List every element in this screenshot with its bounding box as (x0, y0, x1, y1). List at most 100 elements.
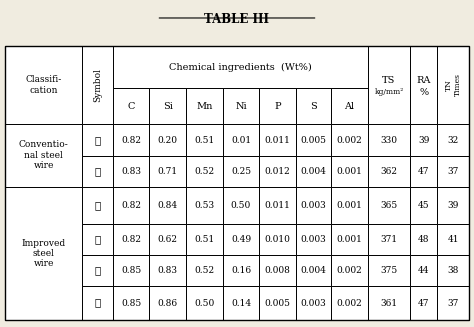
Text: 0.012: 0.012 (264, 167, 291, 176)
Text: 0.002: 0.002 (337, 136, 363, 145)
Text: 39: 39 (418, 136, 429, 145)
Bar (186, 88, 223, 124)
Text: 0.001: 0.001 (337, 167, 363, 176)
Bar (223, 285, 259, 320)
Text: 0.53: 0.53 (194, 201, 214, 210)
Text: TN
Times: TN Times (445, 74, 462, 96)
Bar (223, 255, 259, 285)
Bar (296, 88, 331, 124)
Text: 0.003: 0.003 (301, 235, 327, 244)
Text: 0.52: 0.52 (194, 167, 214, 176)
Bar (113, 124, 149, 157)
Bar (186, 124, 223, 157)
Bar (223, 157, 259, 187)
Bar (149, 255, 186, 285)
Bar (82, 224, 113, 255)
Text: 0.71: 0.71 (158, 167, 178, 176)
Bar (259, 157, 296, 187)
Bar (223, 187, 259, 224)
Bar (82, 124, 113, 157)
Text: Ⓒ: Ⓒ (94, 201, 101, 210)
Bar (368, 157, 410, 187)
Text: 41: 41 (447, 235, 459, 244)
Text: TS: TS (383, 76, 396, 84)
Bar (5, 124, 82, 187)
Bar (259, 88, 296, 124)
Text: 330: 330 (381, 136, 398, 145)
Text: 0.002: 0.002 (337, 299, 363, 307)
Text: 0.16: 0.16 (231, 266, 251, 275)
Bar (331, 224, 368, 255)
Text: RA: RA (417, 76, 431, 84)
Text: Conventio-
nal steel
wire: Conventio- nal steel wire (18, 141, 68, 170)
Text: 44: 44 (418, 266, 429, 275)
Text: Improved
steel
wire: Improved steel wire (21, 239, 66, 268)
Bar (437, 224, 469, 255)
Text: Ⓐ: Ⓐ (94, 136, 101, 145)
Text: 0.83: 0.83 (121, 167, 141, 176)
Bar (296, 255, 331, 285)
Bar (259, 224, 296, 255)
Bar (186, 255, 223, 285)
Text: 0.003: 0.003 (301, 201, 327, 210)
Bar (296, 157, 331, 187)
Text: 47: 47 (418, 167, 429, 176)
Bar (82, 285, 113, 320)
Bar (149, 157, 186, 187)
Bar (368, 224, 410, 255)
Bar (186, 187, 223, 224)
Bar (410, 124, 437, 157)
Text: Mn: Mn (196, 102, 212, 111)
Text: 0.51: 0.51 (194, 235, 214, 244)
Bar (368, 255, 410, 285)
Text: Classifi-
cation: Classifi- cation (26, 75, 62, 95)
Text: %: % (419, 88, 428, 96)
Bar (331, 187, 368, 224)
Bar (5, 46, 469, 320)
Text: 48: 48 (418, 235, 429, 244)
Bar (82, 157, 113, 187)
Text: 0.82: 0.82 (121, 136, 141, 145)
Bar (149, 187, 186, 224)
Text: TABLE III: TABLE III (204, 13, 270, 26)
Bar (186, 285, 223, 320)
Bar (331, 157, 368, 187)
Bar (331, 88, 368, 124)
Text: 0.82: 0.82 (121, 235, 141, 244)
Text: 0.51: 0.51 (194, 136, 214, 145)
Text: 0.004: 0.004 (301, 167, 327, 176)
Text: Ⓑ: Ⓑ (94, 167, 101, 176)
Bar (82, 187, 113, 224)
Bar (437, 285, 469, 320)
Bar (368, 46, 410, 124)
Text: Al: Al (345, 102, 355, 111)
Text: 0.001: 0.001 (337, 235, 363, 244)
Text: 362: 362 (381, 167, 398, 176)
Bar (437, 157, 469, 187)
Text: 0.001: 0.001 (337, 201, 363, 210)
Text: 39: 39 (447, 201, 459, 210)
Text: 0.011: 0.011 (264, 201, 291, 210)
Text: 0.52: 0.52 (194, 266, 214, 275)
Text: 0.82: 0.82 (121, 201, 141, 210)
Bar (368, 124, 410, 157)
Bar (437, 46, 469, 124)
Bar (259, 124, 296, 157)
Text: 38: 38 (447, 266, 459, 275)
Text: Si: Si (163, 102, 173, 111)
Bar (82, 255, 113, 285)
Text: kg/mm²: kg/mm² (374, 88, 404, 96)
Text: 0.011: 0.011 (264, 136, 291, 145)
Bar (223, 224, 259, 255)
Text: 365: 365 (381, 201, 398, 210)
Bar (410, 285, 437, 320)
Text: Ⓕ: Ⓕ (94, 299, 101, 307)
Text: Ⓓ: Ⓓ (94, 235, 101, 244)
Bar (186, 224, 223, 255)
Bar (410, 187, 437, 224)
Bar (149, 88, 186, 124)
Text: 0.20: 0.20 (158, 136, 178, 145)
Bar (113, 187, 149, 224)
Bar (296, 187, 331, 224)
Bar (437, 124, 469, 157)
